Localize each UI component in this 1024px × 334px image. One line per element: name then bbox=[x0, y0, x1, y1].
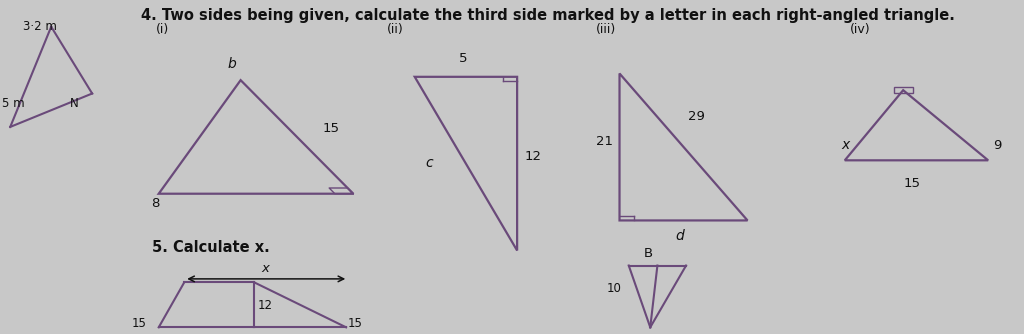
Text: 5. Calculate x.: 5. Calculate x. bbox=[152, 240, 269, 255]
Text: 12: 12 bbox=[258, 299, 273, 312]
Text: 15: 15 bbox=[323, 122, 340, 135]
Text: B: B bbox=[644, 247, 653, 260]
Text: 4. Two sides being given, calculate the third side marked by a letter in each ri: 4. Two sides being given, calculate the … bbox=[141, 8, 954, 23]
Text: x: x bbox=[842, 138, 850, 152]
Text: (ii): (ii) bbox=[387, 23, 403, 36]
Text: (iv): (iv) bbox=[850, 23, 870, 36]
Text: 9: 9 bbox=[993, 139, 1001, 152]
Text: c: c bbox=[425, 156, 432, 170]
Text: x: x bbox=[261, 262, 269, 275]
Text: 15: 15 bbox=[348, 317, 364, 330]
Text: 3·2 m: 3·2 m bbox=[23, 20, 56, 33]
Text: 10: 10 bbox=[606, 282, 622, 295]
Text: d: d bbox=[676, 229, 685, 243]
Text: b: b bbox=[227, 57, 237, 71]
Text: 8: 8 bbox=[152, 197, 160, 210]
Text: (iii): (iii) bbox=[596, 23, 616, 36]
Text: 15: 15 bbox=[903, 177, 921, 190]
Text: N: N bbox=[70, 97, 79, 110]
Text: 5: 5 bbox=[459, 52, 467, 65]
Text: 21: 21 bbox=[596, 135, 613, 148]
Text: (i): (i) bbox=[156, 23, 169, 36]
Text: 29: 29 bbox=[688, 110, 705, 123]
Text: 15: 15 bbox=[131, 317, 146, 330]
Text: 5 m: 5 m bbox=[2, 97, 25, 110]
Text: 12: 12 bbox=[524, 150, 542, 163]
